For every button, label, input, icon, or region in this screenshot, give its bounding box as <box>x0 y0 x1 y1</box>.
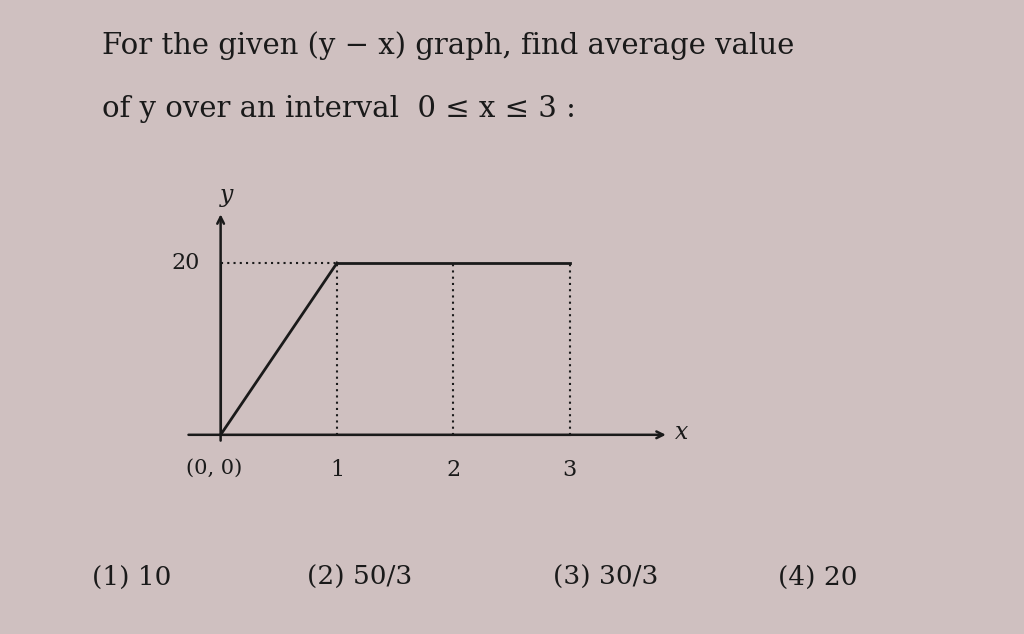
Text: For the given (y − x) graph, find average value: For the given (y − x) graph, find averag… <box>102 32 795 60</box>
Text: (2) 50/3: (2) 50/3 <box>307 564 413 590</box>
Text: 20: 20 <box>171 252 200 274</box>
Text: (1) 10: (1) 10 <box>92 564 172 590</box>
Text: (4) 20: (4) 20 <box>778 564 858 590</box>
Text: (3) 30/3: (3) 30/3 <box>553 564 658 590</box>
Text: 1: 1 <box>330 459 344 481</box>
Text: (0, 0): (0, 0) <box>185 459 242 478</box>
Text: 2: 2 <box>446 459 461 481</box>
Text: y: y <box>220 184 233 207</box>
Text: x: x <box>675 421 688 444</box>
Text: of y over an interval  0 ≤ x ≤ 3 :: of y over an interval 0 ≤ x ≤ 3 : <box>102 95 577 123</box>
Text: 3: 3 <box>562 459 577 481</box>
